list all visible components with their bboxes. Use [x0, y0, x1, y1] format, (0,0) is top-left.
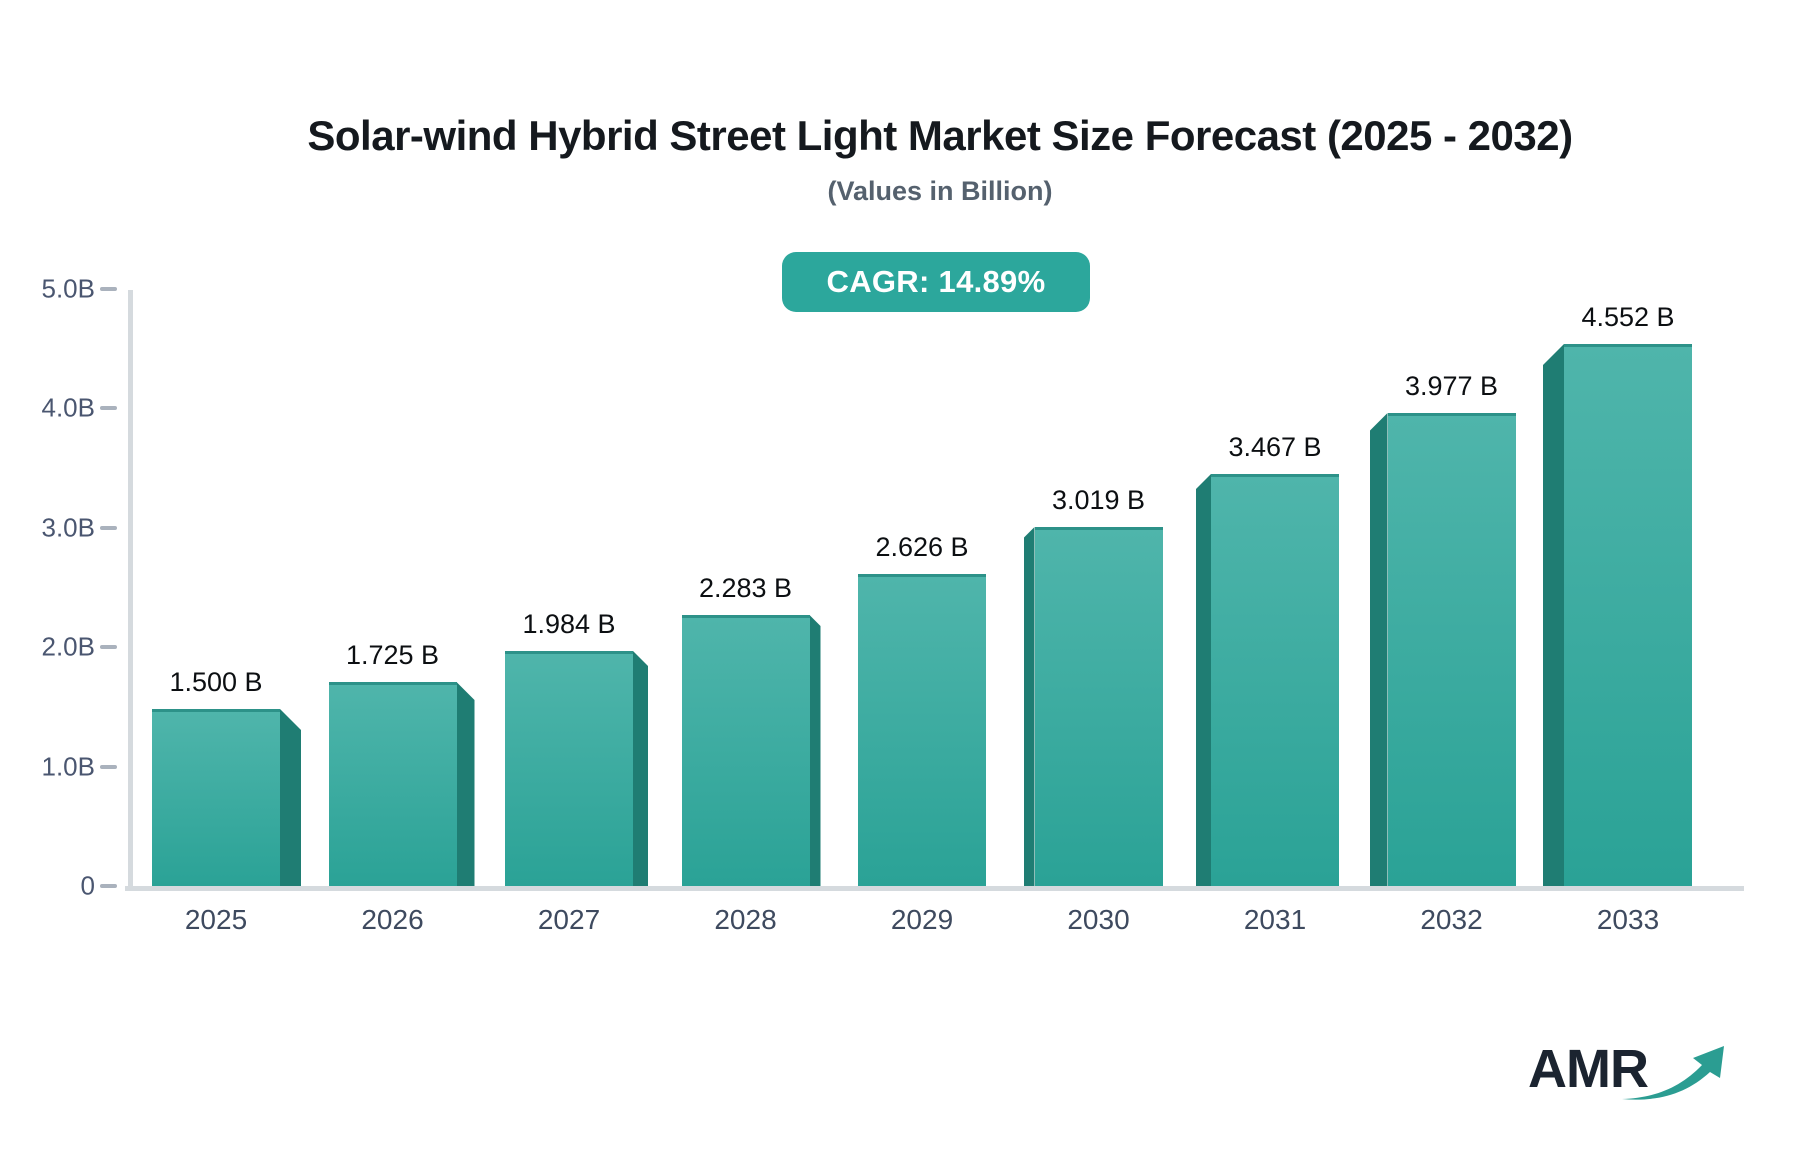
bar-3d-side	[1023, 527, 1035, 888]
bar-value-label: 4.552 B	[1581, 302, 1675, 332]
bar-2029	[858, 574, 986, 888]
bar-value-label: 1.500 B	[169, 667, 263, 697]
bar-face	[328, 682, 457, 888]
bar-face	[505, 651, 633, 888]
bar-face	[152, 709, 280, 888]
growth-arrow-icon	[1622, 1046, 1724, 1100]
x-axis-category-label: 2033	[1596, 904, 1660, 935]
bar-3d-side	[1543, 344, 1564, 888]
chart-title: Solar-wind Hybrid Street Light Market Si…	[307, 112, 1573, 159]
x-axis-category-label: 2032	[1420, 904, 1483, 935]
bar-value-label: 1.725 B	[345, 640, 440, 670]
y-axis-tick-label: 4.0B	[41, 392, 96, 423]
x-axis-baseline	[125, 886, 1744, 891]
y-axis-tick-mark	[100, 525, 117, 530]
x-axis-category-label: 2030	[1067, 904, 1130, 935]
bar-2027	[505, 651, 648, 888]
y-axis-tick-label: 5.0B	[41, 273, 96, 303]
y-axis-line	[128, 290, 133, 891]
bar-3d-side	[280, 709, 301, 888]
bar-face	[1564, 344, 1692, 888]
bar-value-label: 2.626 B	[875, 532, 969, 562]
y-axis-tick-mark	[100, 645, 117, 649]
bar-2033	[1543, 344, 1692, 888]
bar-2028	[681, 615, 821, 888]
x-axis-category-label: 2028	[714, 904, 777, 935]
bar-face	[1387, 413, 1516, 888]
bar-value-label: 3.467 B	[1228, 432, 1322, 462]
y-axis-tick-mark	[100, 764, 117, 769]
bar-face	[681, 615, 810, 888]
bar-value-label: 1.984 B	[522, 609, 616, 639]
amr-logo: AMR	[1528, 1038, 1724, 1108]
bar-value-label: 3.019 B	[1051, 485, 1146, 515]
bar-3d-side	[1196, 474, 1211, 888]
bar-value-label: 2.283 B	[698, 573, 793, 603]
y-axis-tick-label: 3.0B	[41, 512, 96, 542]
x-axis-category-label: 2029	[890, 904, 954, 935]
bar-value-label: 3.977 B	[1404, 371, 1499, 401]
bar-3d-side	[1369, 413, 1388, 888]
bar-2032	[1369, 413, 1516, 888]
y-axis-tick-mark	[100, 884, 117, 888]
bar-2030	[1023, 527, 1163, 888]
amr-logo-text: AMR	[1528, 1039, 1649, 1099]
cagr-badge: CAGR: 14.89%	[782, 252, 1090, 312]
y-axis-tick-label: 2.0B	[41, 631, 96, 662]
x-axis-category-label: 2027	[537, 904, 601, 935]
x-axis-category-label: 2031	[1243, 904, 1307, 935]
bar-2026	[328, 682, 475, 888]
bar-3d-side	[633, 651, 648, 888]
y-axis-tick-mark	[100, 406, 117, 410]
x-axis-category-label: 2026	[361, 904, 424, 935]
bar-face	[1034, 527, 1163, 888]
bar-2025	[152, 709, 301, 888]
y-axis-tick-label: 1.0B	[41, 751, 96, 781]
bar-3d-side	[809, 615, 821, 888]
chart-header: Solar-wind Hybrid Street Light Market Si…	[90, 112, 1790, 207]
bar-face	[1211, 474, 1339, 888]
bar-3d-side	[456, 682, 475, 888]
cagr-badge-label: CAGR: 14.89%	[826, 264, 1046, 299]
x-axis-category-label: 2025	[184, 904, 248, 935]
bar-face	[858, 574, 986, 888]
chart-subtitle: (Values in Billion)	[827, 176, 1053, 207]
y-axis-tick-mark	[100, 286, 117, 291]
bar-2031	[1196, 474, 1339, 888]
y-axis-tick-label: 0	[80, 870, 95, 901]
